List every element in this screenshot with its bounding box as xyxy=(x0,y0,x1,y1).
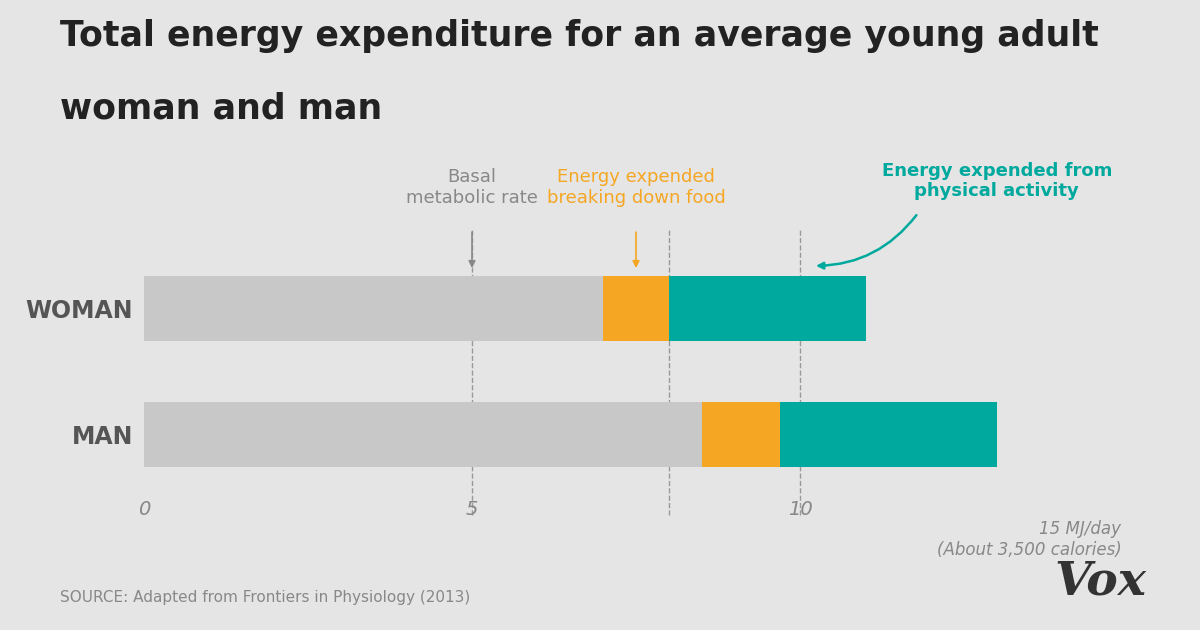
Text: Vox: Vox xyxy=(1054,559,1146,605)
Bar xyxy=(144,402,702,467)
Text: SOURCE: Adapted from Frontiers in Physiology (2013): SOURCE: Adapted from Frontiers in Physio… xyxy=(60,590,470,605)
Text: Basal
metabolic rate: Basal metabolic rate xyxy=(406,168,538,207)
Text: Energy expended from
physical activity: Energy expended from physical activity xyxy=(882,161,1112,200)
Text: Total energy expenditure for an average young adult: Total energy expenditure for an average … xyxy=(60,19,1099,53)
Bar xyxy=(144,276,604,341)
Text: 15 MJ/day
(About 3,500 calories): 15 MJ/day (About 3,500 calories) xyxy=(937,520,1122,559)
Text: woman and man: woman and man xyxy=(60,91,383,125)
Bar xyxy=(702,402,780,467)
Bar xyxy=(780,402,997,467)
Bar xyxy=(604,276,668,341)
Text: Energy expended
breaking down food: Energy expended breaking down food xyxy=(547,168,725,207)
Bar xyxy=(668,276,865,341)
